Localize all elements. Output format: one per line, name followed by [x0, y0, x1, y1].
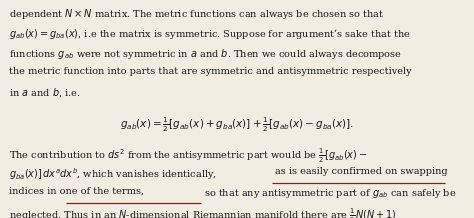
- Text: $g_{ab}(x) = \frac{1}{2}[g_{ab}(x) + g_{ba}(x)] + \frac{1}{2}[g_{ab}(x) - g_{ba}: $g_{ab}(x) = \frac{1}{2}[g_{ab}(x) + g_{…: [120, 116, 354, 134]
- Text: indices in one of the terms,: indices in one of the terms,: [9, 187, 144, 196]
- Text: $g_{ab}(x) = g_{ba}(x)$, i.e the matrix is symmetric. Suppose for argument’s sak: $g_{ab}(x) = g_{ba}(x)$, i.e the matrix …: [9, 27, 410, 41]
- Text: The contribution to $ds^2$ from the antisymmetric part would be $\frac{1}{2}[g_{: The contribution to $ds^2$ from the anti…: [9, 146, 367, 165]
- Text: in $a$ and $b$, i.e.: in $a$ and $b$, i.e.: [9, 87, 80, 99]
- Text: $g_{ba}(x)]\, dx^a dx^b$, which vanishes identically,: $g_{ba}(x)]\, dx^a dx^b$, which vanishes…: [9, 167, 218, 182]
- Text: functions $g_{ab}$ were not symmetric in $a$ and $b$. Then we could always decom: functions $g_{ab}$ were not symmetric in…: [9, 47, 401, 61]
- Text: dependent $N \times N$ matrix. The metric functions can always be chosen so that: dependent $N \times N$ matrix. The metri…: [9, 7, 384, 20]
- Text: as is easily confirmed on swapping: as is easily confirmed on swapping: [275, 167, 447, 175]
- Text: neglected. Thus in an $N$-dimensional Riemannian manifold there are $\frac{1}{2}: neglected. Thus in an $N$-dimensional Ri…: [9, 207, 396, 218]
- Text: the metric function into parts that are symmetric and antisymmetric respectively: the metric function into parts that are …: [9, 67, 411, 76]
- Text: so that any antisymmetric part of $g_{ab}$ can safely be: so that any antisymmetric part of $g_{ab…: [201, 187, 456, 200]
